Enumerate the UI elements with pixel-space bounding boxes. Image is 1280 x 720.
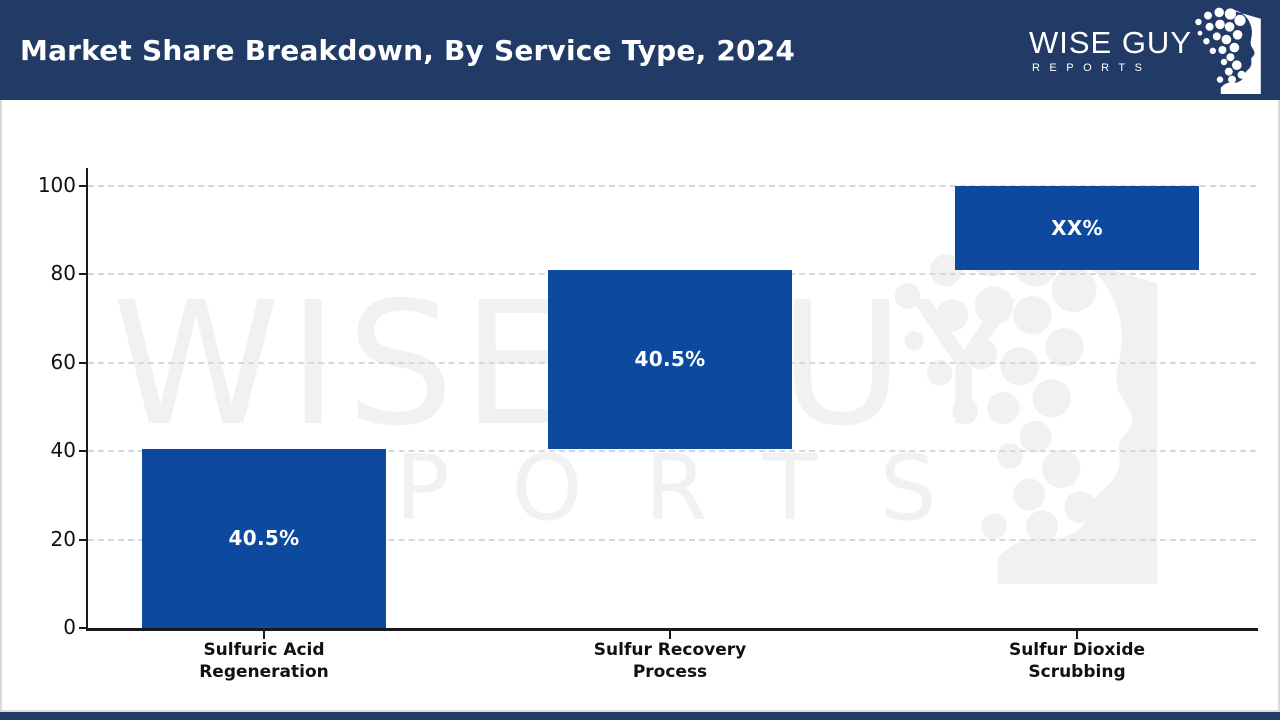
bar-segment-3: XX% bbox=[955, 186, 1199, 270]
logo-wordmark: WISE GUY bbox=[1028, 24, 1192, 60]
x-tick-mark-1 bbox=[263, 631, 265, 639]
y-tick-label-40: 40 bbox=[50, 438, 76, 463]
category-label-2: Sulfur Recovery Process bbox=[593, 640, 747, 683]
y-tick-mark-40 bbox=[79, 450, 88, 453]
watermark-head-icon bbox=[894, 238, 1158, 584]
y-tick-label-20: 20 bbox=[50, 526, 76, 551]
logo-text: WISE GUY REPORTS bbox=[1029, 27, 1192, 74]
y-tick-label-0: 0 bbox=[63, 615, 76, 639]
logo-subtitle: REPORTS bbox=[1031, 61, 1152, 74]
y-tick-mark-0 bbox=[79, 627, 88, 629]
dotted-head-icon bbox=[1195, 7, 1261, 94]
y-tick-mark-20 bbox=[79, 538, 88, 541]
y-tick-label-60: 60 bbox=[50, 349, 76, 374]
x-tick-mark-2 bbox=[669, 631, 671, 639]
footer-bar bbox=[0, 712, 1280, 720]
bar-segment-2: 40.5% bbox=[548, 269, 792, 449]
x-tick-mark-3 bbox=[1076, 631, 1078, 639]
bar-value-label: XX% bbox=[1051, 215, 1103, 240]
bar-segment-1: 40.5% bbox=[142, 448, 386, 628]
gridline-100 bbox=[88, 185, 1256, 187]
y-tick-mark-80 bbox=[79, 273, 88, 276]
y-axis-line bbox=[86, 168, 88, 630]
category-label-1: Sulfuric Acid Regeneration bbox=[199, 640, 329, 683]
category-label-3: Sulfur Dioxide Scrubbing bbox=[1008, 640, 1146, 683]
y-tick-label-80: 80 bbox=[50, 261, 76, 286]
page-title: Market Share Breakdown, By Service Type,… bbox=[20, 33, 796, 67]
y-tick-mark-60 bbox=[79, 361, 88, 364]
gridline-20 bbox=[88, 538, 1256, 541]
gridline-40 bbox=[88, 450, 1256, 453]
bar-value-label: 40.5% bbox=[228, 526, 300, 551]
bar-value-label: 40.5% bbox=[634, 347, 706, 372]
wise-guy-reports-logo: WISE GUY REPORTS bbox=[1029, 6, 1280, 94]
y-tick-label-100: 100 bbox=[37, 173, 76, 197]
y-tick-mark-100 bbox=[79, 185, 88, 187]
header-bar: Market Share Breakdown, By Service Type,… bbox=[0, 0, 1280, 100]
x-axis-line bbox=[86, 628, 1258, 631]
